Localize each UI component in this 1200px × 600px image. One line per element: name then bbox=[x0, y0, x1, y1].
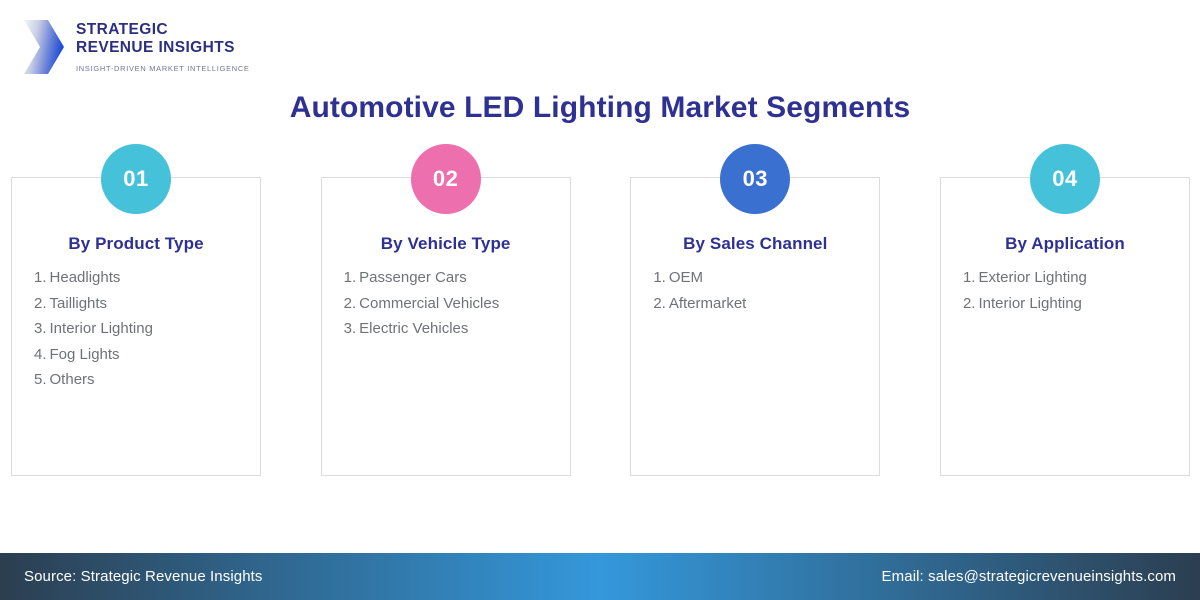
brand-tagline: INSIGHT-DRIVEN MARKET INTELLIGENCE bbox=[76, 64, 250, 73]
brand-wordmark: STRATEGIC REVENUE INSIGHTS INSIGHT-DRIVE… bbox=[76, 18, 250, 73]
list-item-number: 2. bbox=[34, 294, 47, 312]
list-item-label: Electric Vehicles bbox=[359, 320, 469, 337]
list-item-number: 5. bbox=[34, 371, 47, 388]
segment-list-3: 1. OEM 2. Aftermarket bbox=[643, 265, 867, 316]
segment-card-body-3: By Sales Channel 1. OEM 2. Aftermarket bbox=[630, 177, 881, 476]
list-item-number: 1. bbox=[653, 269, 666, 286]
segment-list-1: 1. Headlights 2. Taillights 3. Interior Lig… bbox=[24, 265, 248, 393]
list-item: 2. Aftermarket bbox=[653, 291, 867, 317]
brand-logo: STRATEGIC REVENUE INSIGHTS INSIGHT-DRIVE… bbox=[20, 18, 250, 76]
segment-heading-4: By Application bbox=[1005, 234, 1125, 253]
list-item-label: Interior Lighting bbox=[978, 294, 1082, 312]
segment-list-4: 1. Exterior Lighting 2. Interior Lighting bbox=[953, 265, 1177, 316]
list-item: 4. Fog Lights bbox=[34, 342, 248, 368]
list-item-label: Interior Lighting bbox=[49, 320, 153, 337]
footer-email: Email: sales@strategicrevenueinsights.co… bbox=[881, 568, 1176, 585]
list-item-number: 1. bbox=[962, 269, 976, 286]
segment-cards-row: 01 By Product Type 1. Headlights 2. Tailli… bbox=[11, 144, 1190, 476]
list-item: 1. Headlights bbox=[34, 265, 248, 291]
list-item: 1. OEM bbox=[653, 265, 867, 291]
footer-bar: Source: Strategic Revenue Insights Email… bbox=[0, 553, 1200, 600]
segment-list-2: 1. Passenger Cars 2. Commercial Vehicles 3… bbox=[334, 265, 558, 342]
segment-badge-3: 03 bbox=[720, 144, 791, 214]
segment-heading-2: By Vehicle Type bbox=[380, 234, 511, 253]
list-item-label: Aftermarket bbox=[668, 294, 747, 312]
list-item-number: 1. bbox=[34, 269, 47, 286]
list-item: 3. Interior Lighting bbox=[34, 316, 248, 342]
segment-badge-1: 01 bbox=[101, 144, 171, 214]
list-item-number: 2. bbox=[962, 294, 976, 312]
chevron-arrow-logo-icon bbox=[20, 18, 66, 76]
list-item-number: 2. bbox=[343, 294, 357, 312]
list-item-label: Passenger Cars bbox=[359, 269, 467, 286]
list-item: 5. Others bbox=[34, 367, 248, 393]
list-item: 2. Taillights bbox=[34, 291, 248, 317]
list-item-number: 3. bbox=[34, 320, 47, 337]
segment-heading-1: By Product Type bbox=[68, 234, 204, 253]
brand-name: STRATEGIC REVENUE INSIGHTS bbox=[76, 21, 235, 56]
list-item-label: Others bbox=[49, 371, 95, 388]
segment-heading-3: By Sales Channel bbox=[683, 234, 828, 253]
list-item-number: 1. bbox=[343, 269, 357, 286]
list-item-label: Commercial Vehicles bbox=[359, 294, 500, 312]
segment-card-4: 04 By Application 1. Exterior Lighting 2.… bbox=[939, 144, 1190, 476]
footer-source: Source: Strategic Revenue Insights bbox=[24, 568, 263, 585]
segment-card-body-4: By Application 1. Exterior Lighting 2. Int… bbox=[939, 177, 1190, 476]
list-item-label: Exterior Lighting bbox=[978, 269, 1087, 286]
list-item-label: Headlights bbox=[49, 269, 121, 286]
list-item-label: Taillights bbox=[49, 294, 108, 312]
list-item: 3. Electric Vehicles bbox=[344, 316, 558, 342]
segment-card-2: 02 By Vehicle Type 1. Passenger Cars 2. Co… bbox=[320, 144, 571, 476]
list-item: 2. Interior Lighting bbox=[963, 291, 1177, 317]
list-item-number: 3. bbox=[343, 320, 357, 337]
segment-card-body-1: By Product Type 1. Headlights 2. Taillight… bbox=[11, 177, 261, 476]
segment-card-1: 01 By Product Type 1. Headlights 2. Tailli… bbox=[11, 144, 261, 476]
list-item-label: Fog Lights bbox=[49, 345, 120, 363]
list-item: 1. Exterior Lighting bbox=[963, 265, 1177, 291]
list-item: 1. Passenger Cars bbox=[344, 265, 558, 291]
list-item-number: 4. bbox=[34, 345, 47, 363]
list-item: 2. Commercial Vehicles bbox=[344, 291, 558, 317]
segment-card-3: 03 By Sales Channel 1. OEM 2. Aftermarket bbox=[630, 144, 881, 476]
page-title: Automotive LED Lighting Market Segments bbox=[289, 91, 911, 124]
segment-badge-4: 04 bbox=[1029, 144, 1100, 214]
list-item-label: OEM bbox=[668, 269, 703, 286]
list-item-number: 2. bbox=[653, 294, 666, 312]
segment-badge-2: 02 bbox=[410, 144, 481, 214]
segment-card-body-2: By Vehicle Type 1. Passenger Cars 2. Comme… bbox=[320, 177, 571, 476]
